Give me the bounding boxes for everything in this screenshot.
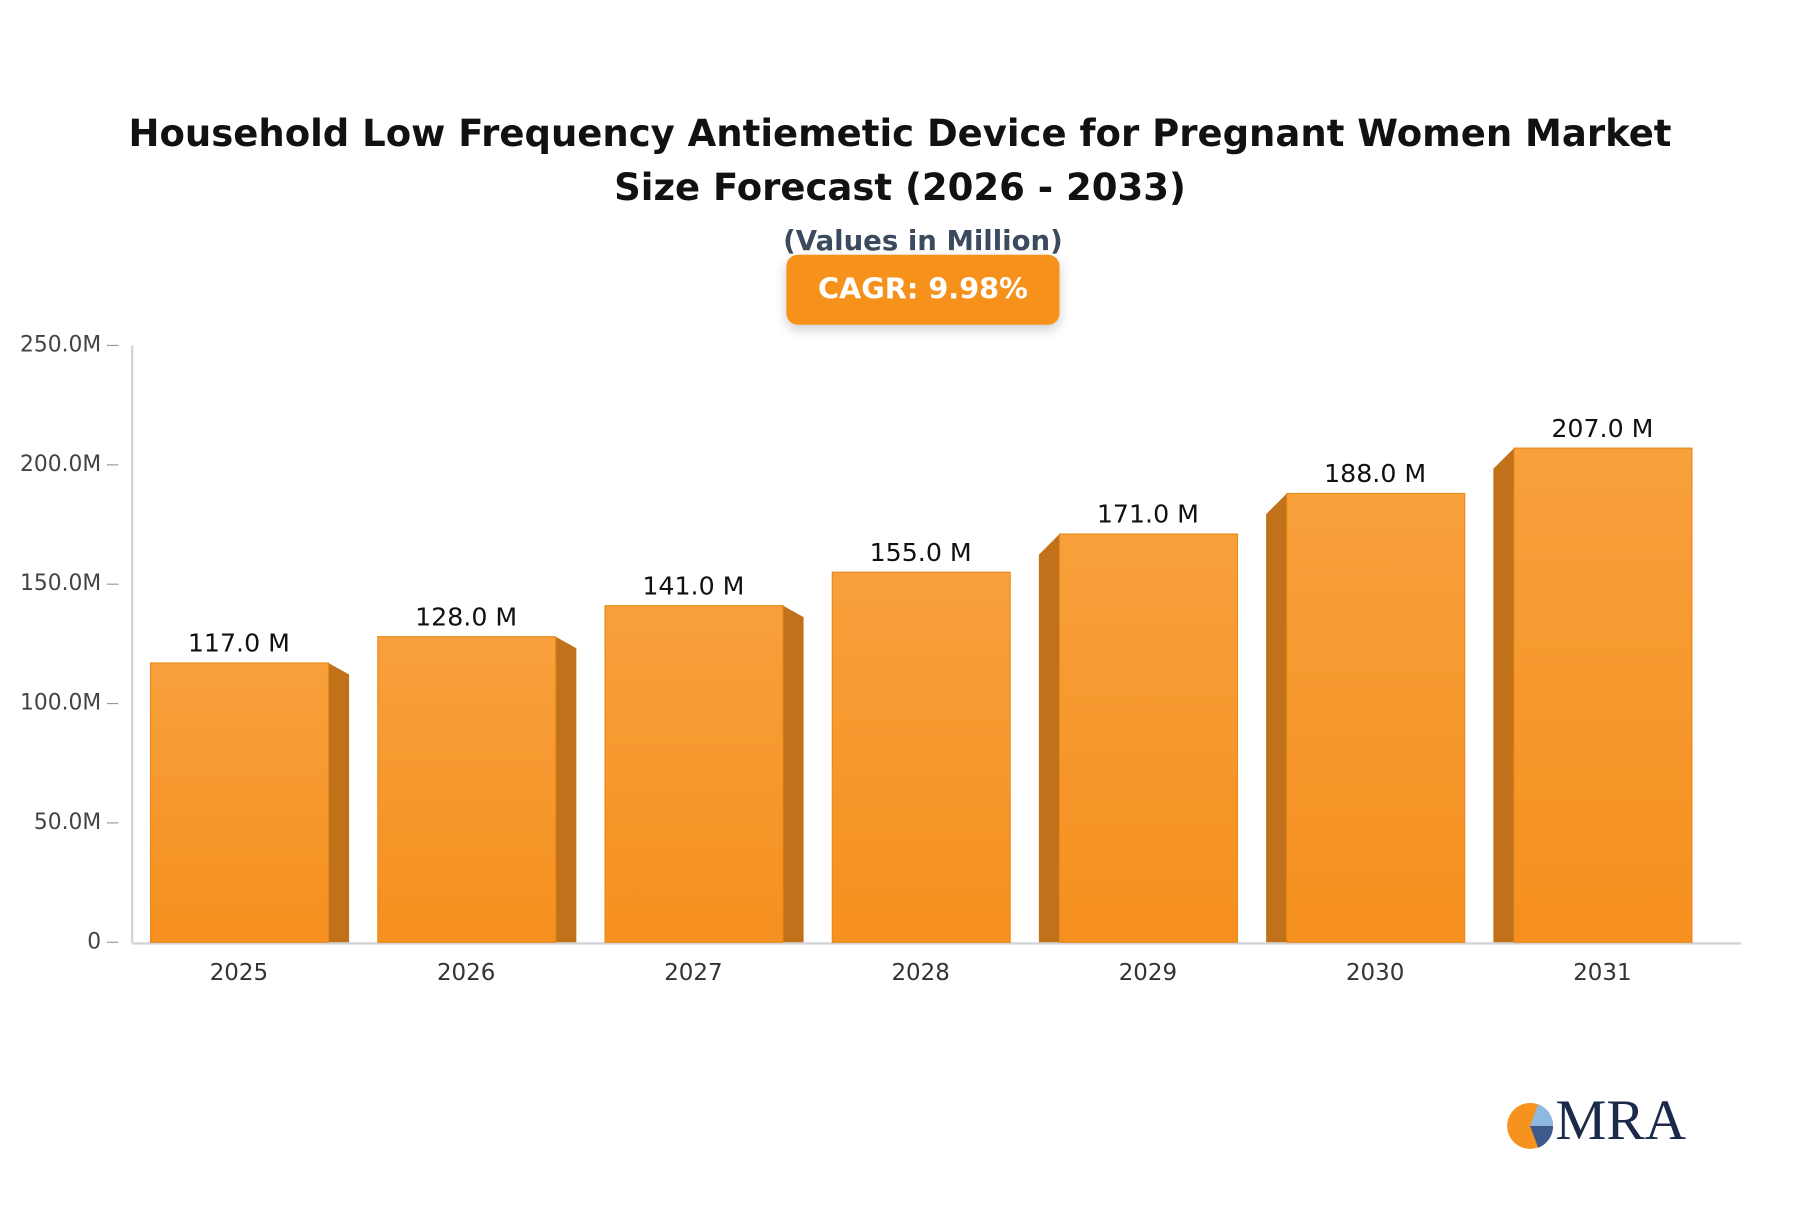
bar-side [328,662,350,943]
y-tick-label: 250.0M [20,332,101,357]
value-label: 171.0 M [1097,500,1199,529]
x-tick-label: 2029 [1119,960,1177,986]
value-label: 188.0 M [1324,459,1426,488]
x-tick-label: 2025 [210,960,268,986]
bar-side [1493,448,1515,943]
bar [149,662,330,943]
y-tick-label: 150.0M [20,571,101,596]
value-label: 155.0 M [870,538,972,567]
x-tick-label: 2031 [1573,960,1631,986]
bar-side [1038,534,1060,943]
cagr-label: CAGR: 9.98% [818,271,1028,305]
subtitle: (Values in Million) [783,225,1063,257]
logo-icon-slice [1530,1104,1554,1126]
y-tick-label: 0 [87,929,101,954]
bar [1286,492,1466,943]
bar-side [555,636,577,943]
x-tick-label: 2028 [891,960,949,986]
y-tick-label: 50.0M [34,810,101,835]
x-tick-label: 2027 [664,960,722,986]
bar [377,636,557,943]
bar [1513,447,1693,943]
bar [604,605,784,943]
value-label: 141.0 M [642,571,744,600]
cagr-badge [786,254,1060,325]
logo-icon-slice [1530,1125,1554,1148]
chart-title: Household Low Frequency Antiemetic Devic… [128,112,1672,209]
bar-side [782,605,804,943]
logo-text: MRA [1555,1089,1686,1152]
x-tick-label: 2030 [1346,960,1404,986]
value-label: 117.0 M [188,629,290,658]
bar [1058,533,1239,943]
x-tick-label: 2026 [437,960,495,986]
value-label: 128.0 M [415,602,517,631]
bar-side [1266,493,1287,943]
y-tick-label: 100.0M [20,691,101,716]
bar [831,571,1011,943]
y-tick-label: 200.0M [20,452,101,477]
value-label: 207.0 M [1551,414,1653,443]
